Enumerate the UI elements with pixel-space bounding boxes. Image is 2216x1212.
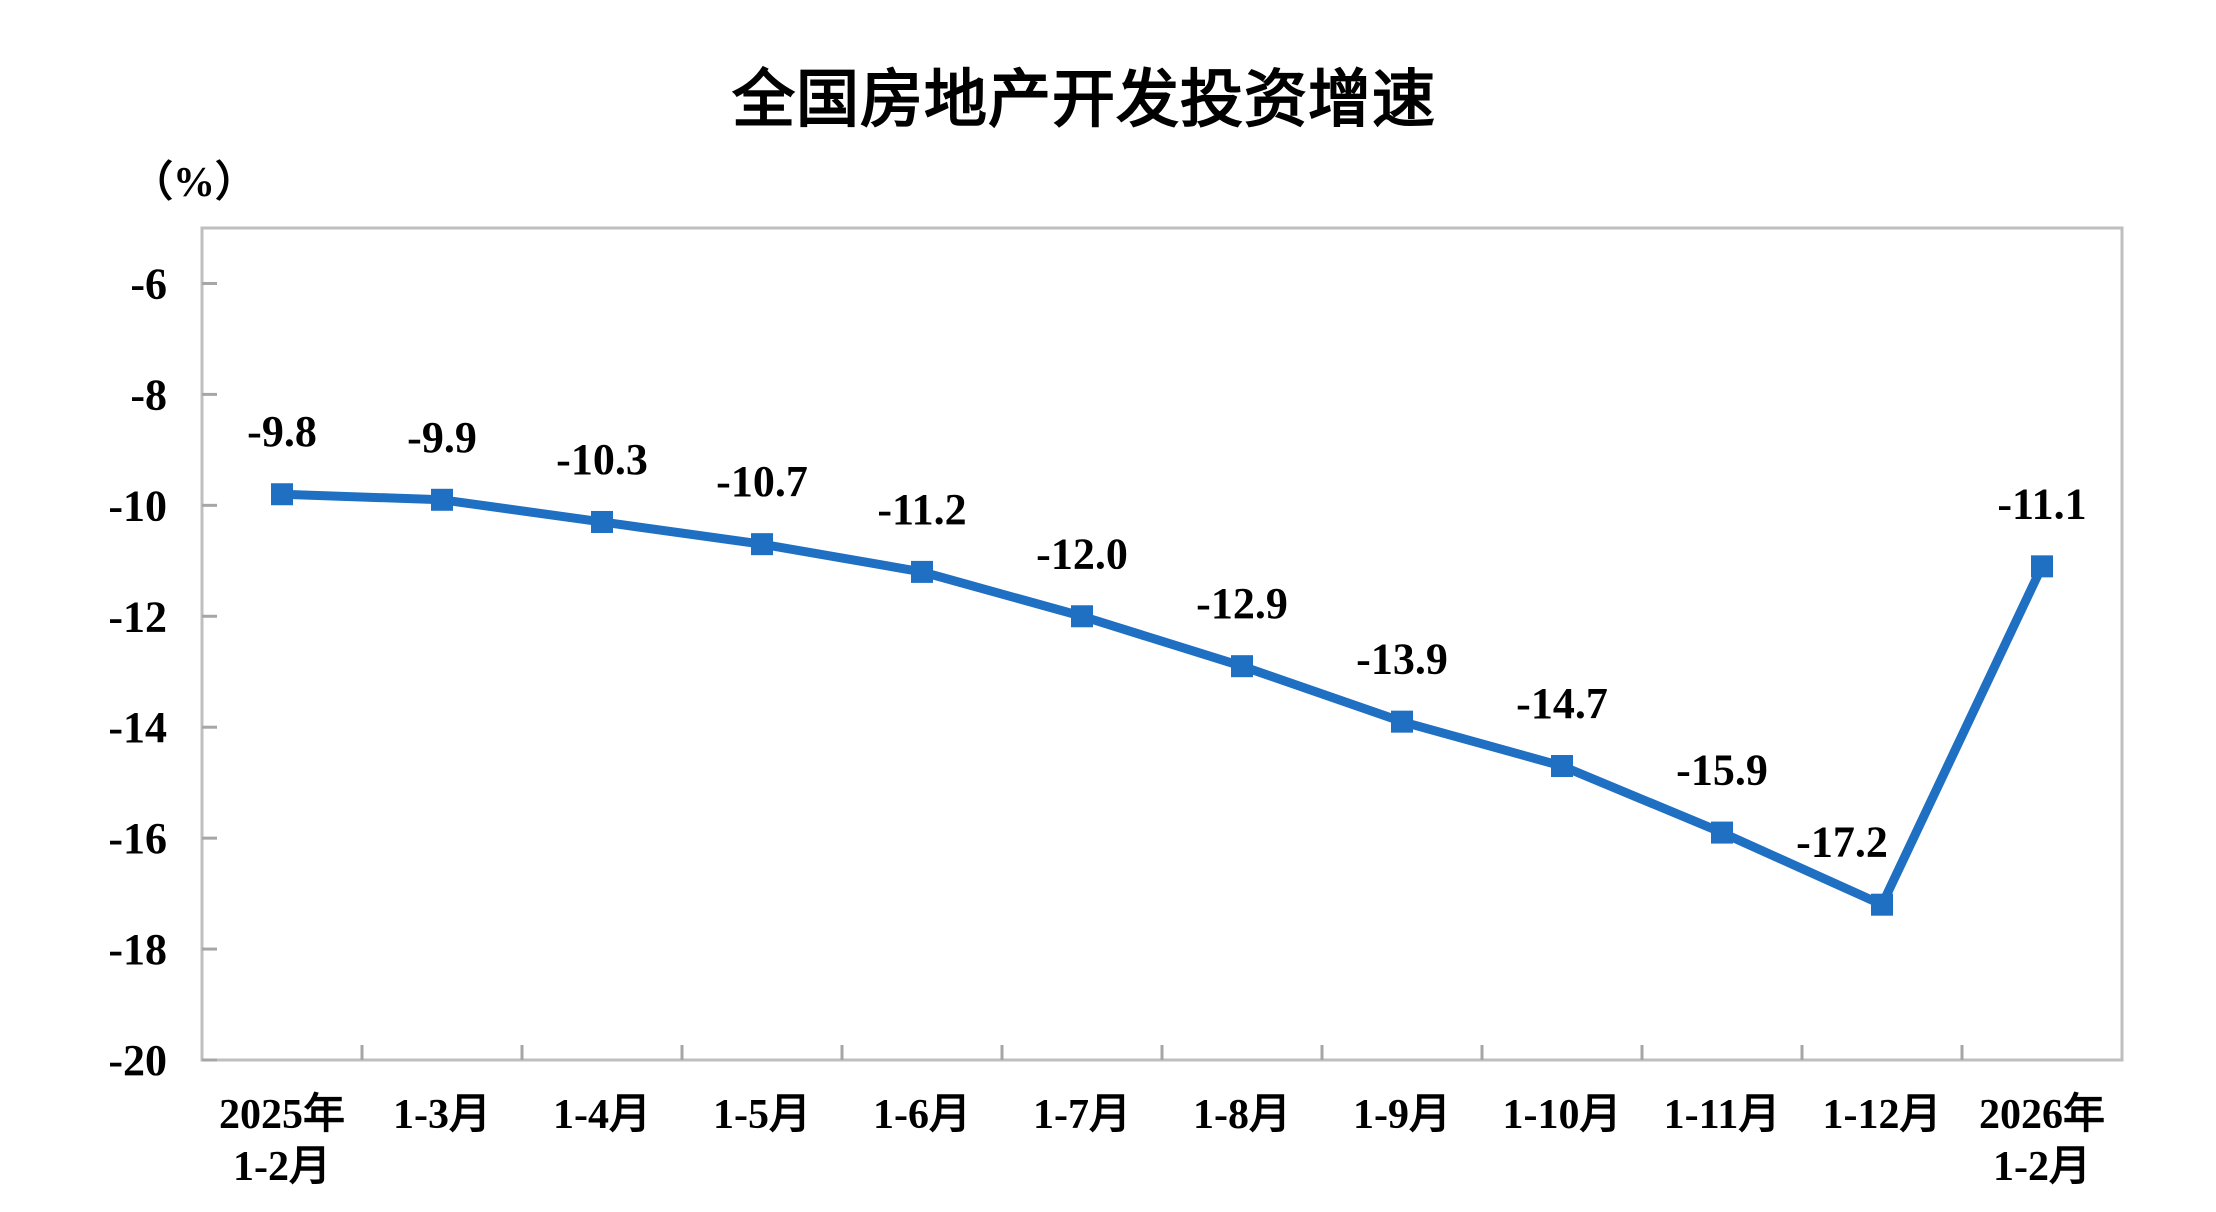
data-point-label: -13.9 xyxy=(1356,635,1448,684)
data-point-label: -12.0 xyxy=(1036,529,1128,578)
data-point-label: -9.8 xyxy=(247,407,317,456)
data-point-marker xyxy=(1871,893,1893,916)
data-point-label: -17.2 xyxy=(1796,818,1888,867)
data-point-label: -11.2 xyxy=(877,485,966,534)
x-axis-category-label: 1-11月 xyxy=(1664,1092,1781,1138)
data-line xyxy=(277,489,2047,910)
y-axis-tick-label: -6 xyxy=(130,259,167,308)
data-point-marker xyxy=(1231,655,1253,678)
x-axis-category-label: 1-5月 xyxy=(713,1092,811,1138)
data-point-marker xyxy=(1711,821,1733,844)
x-axis-category-label: 2025年 1-2月 xyxy=(219,1091,345,1190)
x-axis-category-label: 1-12月 xyxy=(1823,1092,1942,1138)
data-point-label: -12.9 xyxy=(1196,579,1288,628)
data-point-label: -9.9 xyxy=(407,413,477,462)
x-axis-category-label: 1-3月 xyxy=(393,1092,491,1138)
data-point-label: -10.7 xyxy=(716,457,808,506)
chart-title: 全国房地产开发投资增速 xyxy=(732,65,1436,135)
data-point-marker xyxy=(271,483,293,506)
data-point-marker xyxy=(1071,605,1093,628)
data-point-marker xyxy=(591,510,613,533)
y-axis-tick-label: -10 xyxy=(108,481,167,530)
data-point-marker xyxy=(2031,555,2053,578)
x-axis-category-label: 2026年 1-2月 xyxy=(1979,1091,2105,1190)
y-axis-tick-label: -20 xyxy=(108,1036,167,1085)
x-axis-category-label: 1-10月 xyxy=(1503,1092,1622,1138)
x-axis-category-label: 1-4月 xyxy=(553,1092,651,1138)
data-point-label: -14.7 xyxy=(1516,679,1608,728)
data-point-marker xyxy=(751,533,773,556)
y-axis-tick-label: -8 xyxy=(130,370,167,419)
data-point-marker xyxy=(1551,755,1573,778)
y-axis-unit-label: （%） xyxy=(131,160,258,206)
data-point-marker xyxy=(1391,710,1413,733)
y-axis-tick-label: -18 xyxy=(108,925,167,974)
data-point-label: -10.3 xyxy=(556,435,648,484)
x-axis-category-label: 1-8月 xyxy=(1193,1092,1291,1138)
x-axis-category-label: 1-6月 xyxy=(873,1092,971,1138)
data-point-marker xyxy=(911,560,933,583)
y-axis-tick-label: -12 xyxy=(108,592,167,641)
data-point-label: -15.9 xyxy=(1676,746,1768,795)
data-point-marker xyxy=(431,488,453,511)
y-axis-tick-label: -14 xyxy=(108,703,167,752)
y-axis-tick-label: -16 xyxy=(108,814,167,863)
x-axis-category-label: 1-7月 xyxy=(1033,1092,1131,1138)
x-axis-category-label: 1-9月 xyxy=(1353,1092,1451,1138)
data-point-label: -11.1 xyxy=(1997,479,2086,528)
